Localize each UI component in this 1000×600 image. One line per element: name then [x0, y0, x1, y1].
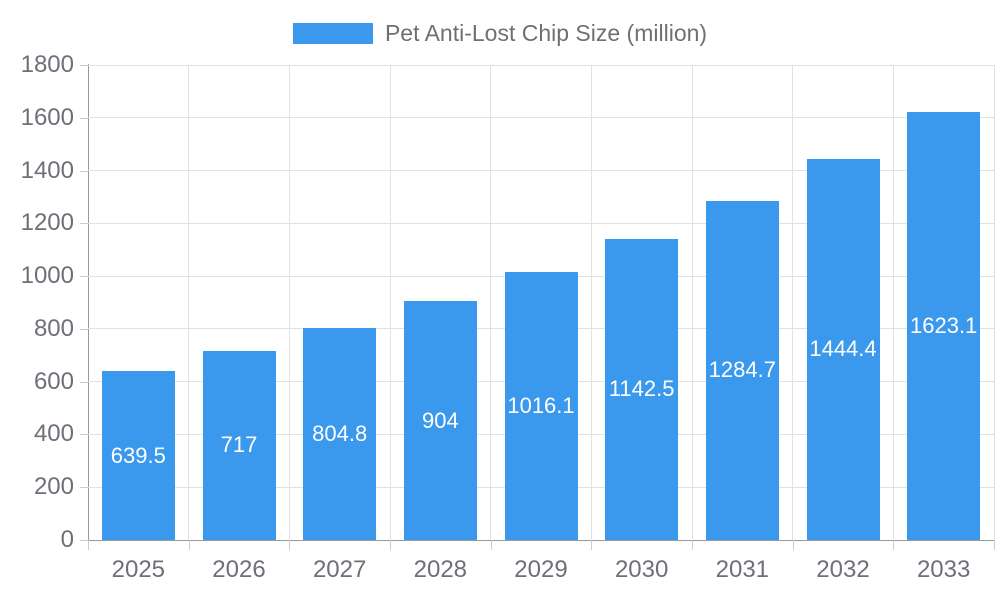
- legend-item[interactable]: Pet Anti-Lost Chip Size (million): [0, 14, 1000, 52]
- bar-2030: 1142.5: [605, 238, 679, 540]
- x-axis-tick: [88, 540, 89, 550]
- y-axis-tick: [80, 381, 88, 383]
- bar-value-label: 1142.5: [608, 376, 675, 402]
- y-axis-tick: [80, 328, 88, 330]
- gridline-vertical: [892, 65, 894, 540]
- y-tick-label: 1600: [20, 103, 74, 131]
- bar-value-label: 717: [220, 432, 258, 458]
- gridline-vertical: [792, 65, 794, 540]
- y-axis-tick: [80, 117, 88, 119]
- bar-value-label: 1016.1: [507, 392, 575, 418]
- y-axis-tick: [80, 65, 88, 66]
- gridline-vertical: [389, 65, 391, 540]
- gridline-vertical: [590, 65, 592, 540]
- x-axis-tick: [994, 540, 995, 550]
- x-tick-label: 2033: [916, 556, 971, 583]
- bar-2033: 1623.1: [907, 111, 981, 540]
- gridline-vertical: [288, 65, 290, 540]
- bar-value-label: 639.5: [110, 442, 166, 468]
- bar-value-label: 804.8: [312, 420, 368, 446]
- legend-label: Pet Anti-Lost Chip Size (million): [384, 19, 708, 46]
- bar-2028: 904: [403, 301, 477, 540]
- bar-2031: 1284.7: [705, 200, 779, 540]
- bar-value-label: 1623.1: [910, 312, 978, 338]
- y-tick-label: 800: [33, 314, 74, 342]
- bar-2025: 639.5: [101, 371, 175, 540]
- y-tick-label: 1000: [20, 262, 74, 290]
- gridline-horizontal: [88, 117, 994, 119]
- x-axis-tick: [390, 540, 391, 550]
- y-axis-tick: [80, 223, 88, 225]
- y-tick-label: 1800: [20, 51, 74, 78]
- x-tick-label: 2027: [312, 556, 367, 583]
- y-axis-tick: [80, 540, 88, 541]
- x-tick-label: 2028: [413, 556, 468, 583]
- x-axis-tick: [490, 540, 492, 550]
- gridline-horizontal: [88, 222, 994, 224]
- x-tick-label: 2031: [715, 556, 770, 583]
- x-tick-label: 2030: [614, 556, 669, 583]
- y-tick-label: 1200: [20, 209, 74, 237]
- bar-value-label: 1284.7: [708, 357, 776, 383]
- gridline-horizontal: [88, 170, 994, 172]
- x-axis-tick: [893, 540, 895, 550]
- gridline-vertical: [188, 65, 190, 540]
- x-axis-line: [88, 540, 995, 541]
- y-tick-label: 0: [60, 526, 74, 553]
- y-axis-tick: [80, 434, 88, 436]
- x-axis-tick: [289, 540, 291, 550]
- x-tick-label: 2032: [816, 556, 870, 583]
- bar-2026: 717: [202, 350, 276, 540]
- y-axis-tick: [80, 170, 88, 172]
- bar-value-label: 904: [421, 407, 459, 433]
- x-tick-label: 2029: [514, 556, 568, 583]
- bar-2032: 1444.4: [806, 158, 880, 540]
- x-tick-label: 2026: [212, 556, 266, 583]
- bar-2027: 804.8: [303, 327, 377, 540]
- y-axis-line: [88, 64, 89, 541]
- x-axis-tick: [792, 540, 794, 550]
- legend-swatch: [292, 22, 373, 44]
- y-axis-tick: [80, 487, 88, 489]
- bar-value-label: 1444.4: [809, 336, 877, 362]
- y-axis-tick: [80, 276, 88, 278]
- x-axis-tick: [188, 540, 190, 550]
- gridline-vertical: [993, 65, 995, 540]
- y-tick-label: 200: [33, 473, 74, 501]
- gridline-vertical: [691, 65, 693, 540]
- y-tick-label: 1400: [20, 156, 74, 184]
- x-axis-tick: [692, 540, 693, 550]
- bar-2029: 1016.1: [504, 271, 578, 540]
- x-tick-label: 2025: [111, 556, 166, 583]
- gridline-vertical: [490, 65, 492, 540]
- y-tick-label: 400: [33, 420, 74, 448]
- y-tick-label: 600: [33, 367, 74, 395]
- x-axis-tick: [591, 540, 593, 550]
- gridline-horizontal: [88, 64, 994, 66]
